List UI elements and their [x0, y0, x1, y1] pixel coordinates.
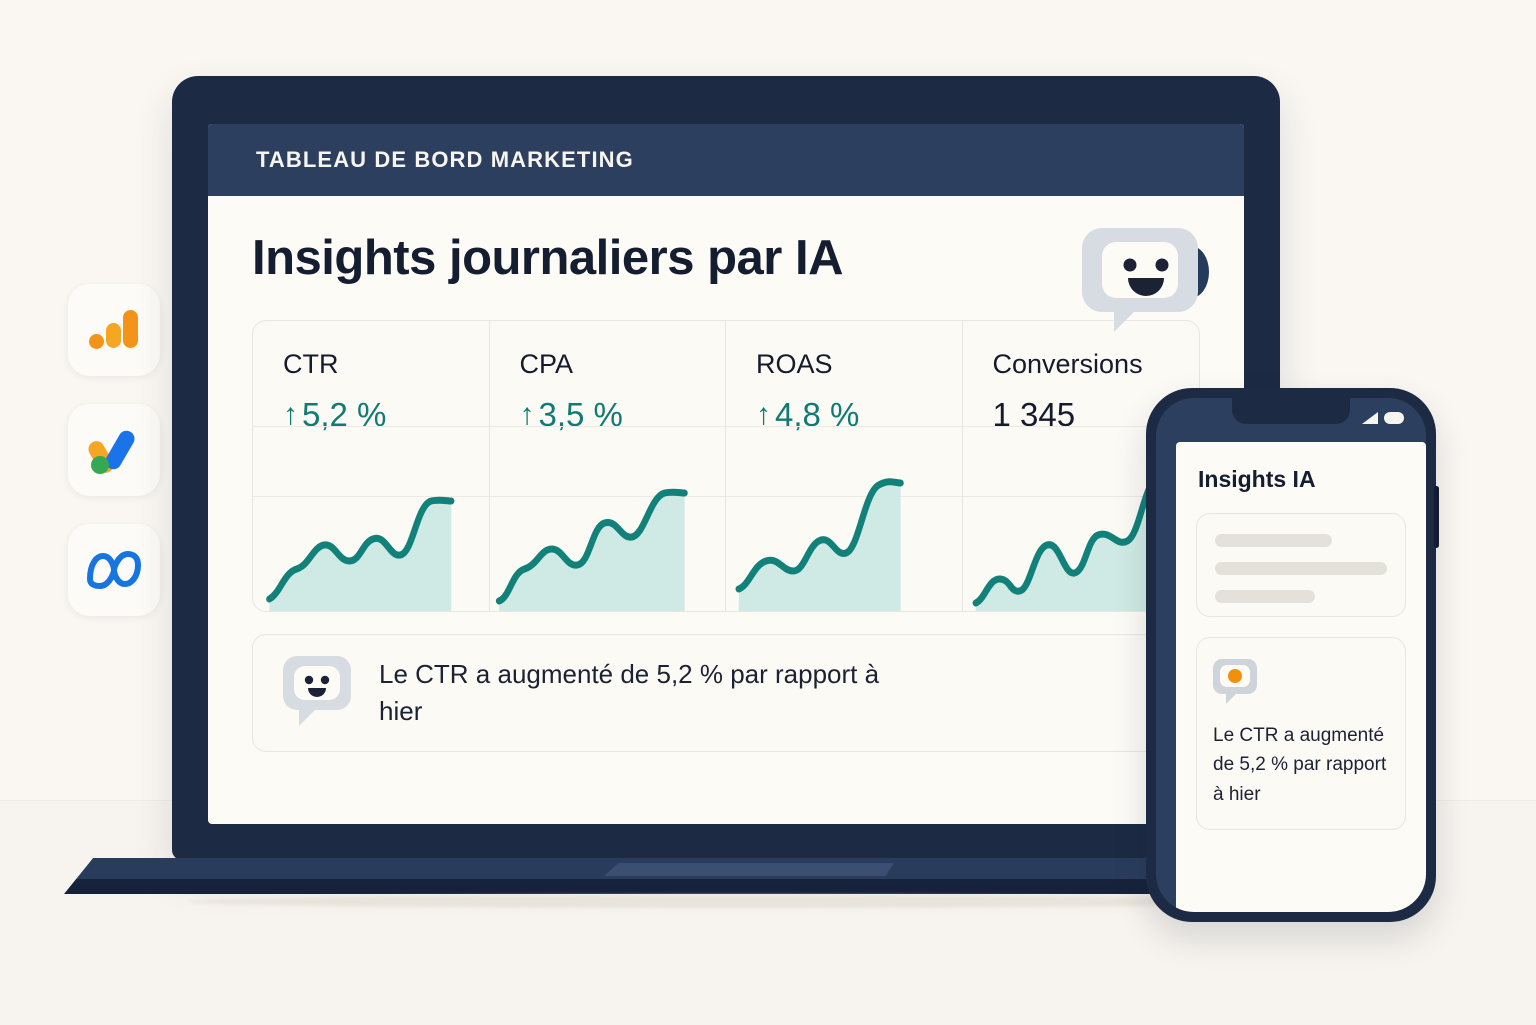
phone-notch: [1232, 398, 1350, 424]
sparkline-roas: [735, 478, 904, 611]
trend-up-arrow-icon: ↑: [756, 398, 771, 431]
signal-icon: [1362, 412, 1378, 424]
phone-ai-insight-text: Le CTR a augmenté de 5,2 % par rapport à…: [1213, 725, 1387, 805]
kpi-label: CPA: [519, 349, 574, 379]
dashboard-topbar: TABLEAU DE BORD MARKETING: [208, 124, 1244, 196]
phone-screen: Insights IA Le CTR a augmenté de 5,: [1176, 442, 1426, 912]
chat-bubble-smiley-icon: [283, 652, 357, 735]
laptop-shadow: [188, 895, 1278, 908]
laptop-screen: TABLEAU DE BORD MARKETING Insights journ…: [208, 124, 1244, 824]
laptop-device: TABLEAU DE BORD MARKETING Insights journ…: [172, 76, 1280, 860]
kpi-value-group: ↑ 4,8 %: [756, 396, 962, 434]
kpi-label: Conversions: [992, 349, 1143, 379]
dashboard-title: TABLEAU DE BORD MARKETING: [256, 147, 634, 172]
skeleton-bar: [1215, 534, 1332, 547]
kpi-card-cpa[interactable]: CPA ↑ 3,5 %: [489, 321, 726, 611]
kpi-card-conversions[interactable]: Conversions 1 345: [962, 321, 1199, 611]
sparkline-ctr: [266, 496, 455, 611]
phone-status-bar: [1362, 412, 1404, 424]
google-ads-icon[interactable]: [68, 404, 160, 496]
ai-insight-banner[interactable]: Le CTR a augmenté de 5,2 % par rapport à…: [252, 634, 1200, 752]
app-integrations-rail: [68, 284, 164, 644]
kpi-card-roas[interactable]: ROAS ↑ 4,8 %: [726, 321, 963, 611]
kpi-label: ROAS: [756, 349, 833, 379]
kpi-value: 5,2 %: [302, 396, 387, 433]
kpi-value-group: ↑ 5,2 %: [283, 396, 489, 434]
phone-side-button[interactable]: [1434, 486, 1439, 548]
kpi-grid: CTR ↑ 5,2 % CPA: [252, 320, 1200, 612]
phone-page-heading: Insights IA: [1198, 466, 1316, 492]
battery-icon: [1384, 412, 1404, 424]
google-analytics-icon[interactable]: [68, 284, 160, 376]
loading-skeleton-card: [1196, 513, 1406, 617]
kpi-value-group: ↑ 3,5 %: [520, 396, 726, 434]
skeleton-bar: [1215, 590, 1315, 603]
kpi-value: 4,8 %: [775, 396, 860, 433]
kpi-value: 1 345: [992, 396, 1076, 433]
ai-insight-text: Le CTR a augmenté de 5,2 % par rapport à…: [379, 659, 880, 726]
chat-bot-smiley-icon: [1080, 218, 1220, 338]
trend-up-arrow-icon: ↑: [519, 398, 535, 431]
kpi-card-ctr[interactable]: CTR ↑ 5,2 %: [253, 321, 490, 611]
kpi-value: 3,5 %: [538, 396, 623, 433]
laptop-base-notch: [604, 863, 894, 876]
page-heading: Insights journaliers par IA: [252, 231, 843, 285]
sparkline-cpa: [495, 488, 688, 611]
chat-bubble-dot-icon: [1213, 656, 1389, 709]
dashboard-body: Insights journaliers par IA: [208, 196, 1244, 752]
skeleton-bar: [1215, 562, 1387, 575]
kpi-label: CTR: [283, 349, 339, 379]
meta-icon[interactable]: [68, 524, 160, 616]
trend-up-arrow-icon: ↑: [283, 398, 298, 431]
phone-bezel: Insights IA Le CTR a augmenté de 5,: [1156, 398, 1426, 912]
phone-device: Insights IA Le CTR a augmenté de 5,: [1146, 388, 1439, 922]
phone-ai-insight-card[interactable]: Le CTR a augmenté de 5,2 % par rapport à…: [1196, 637, 1406, 831]
